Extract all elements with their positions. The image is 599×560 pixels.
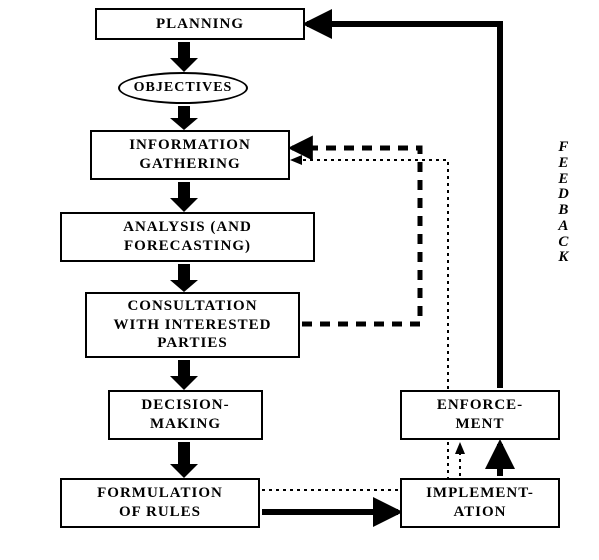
node-consultation: CONSULTATION WITH INTERESTED PARTIES <box>85 292 300 358</box>
node-objectives: OBJECTIVES <box>118 72 248 104</box>
label: INFORMATION GATHERING <box>129 136 251 174</box>
label: IMPLEMENT- ATION <box>426 484 534 522</box>
node-implementation: IMPLEMENT- ATION <box>400 478 560 528</box>
edges-layer <box>0 0 599 560</box>
label: FORMULATION OF RULES <box>97 484 223 522</box>
feedback-label: FEEDBACK <box>558 140 572 266</box>
edge-feedback-main <box>307 24 500 388</box>
node-enforcement: ENFORCE- MENT <box>400 390 560 440</box>
node-formulation: FORMULATION OF RULES <box>60 478 260 528</box>
node-analysis: ANALYSIS (AND FORECASTING) <box>60 212 315 262</box>
flowchart-canvas: PLANNING OBJECTIVES INFORMATION GATHERIN… <box>0 0 599 560</box>
label: ENFORCE- MENT <box>437 396 523 434</box>
label: PLANNING <box>156 15 244 34</box>
label: OBJECTIVES <box>134 80 233 96</box>
label: CONSULTATION WITH INTERESTED PARTIES <box>114 297 272 353</box>
label: ANALYSIS (AND FORECASTING) <box>123 218 252 256</box>
node-decision: DECISION- MAKING <box>108 390 263 440</box>
node-planning: PLANNING <box>95 8 305 40</box>
node-info: INFORMATION GATHERING <box>90 130 290 180</box>
label: DECISION- MAKING <box>141 396 229 434</box>
